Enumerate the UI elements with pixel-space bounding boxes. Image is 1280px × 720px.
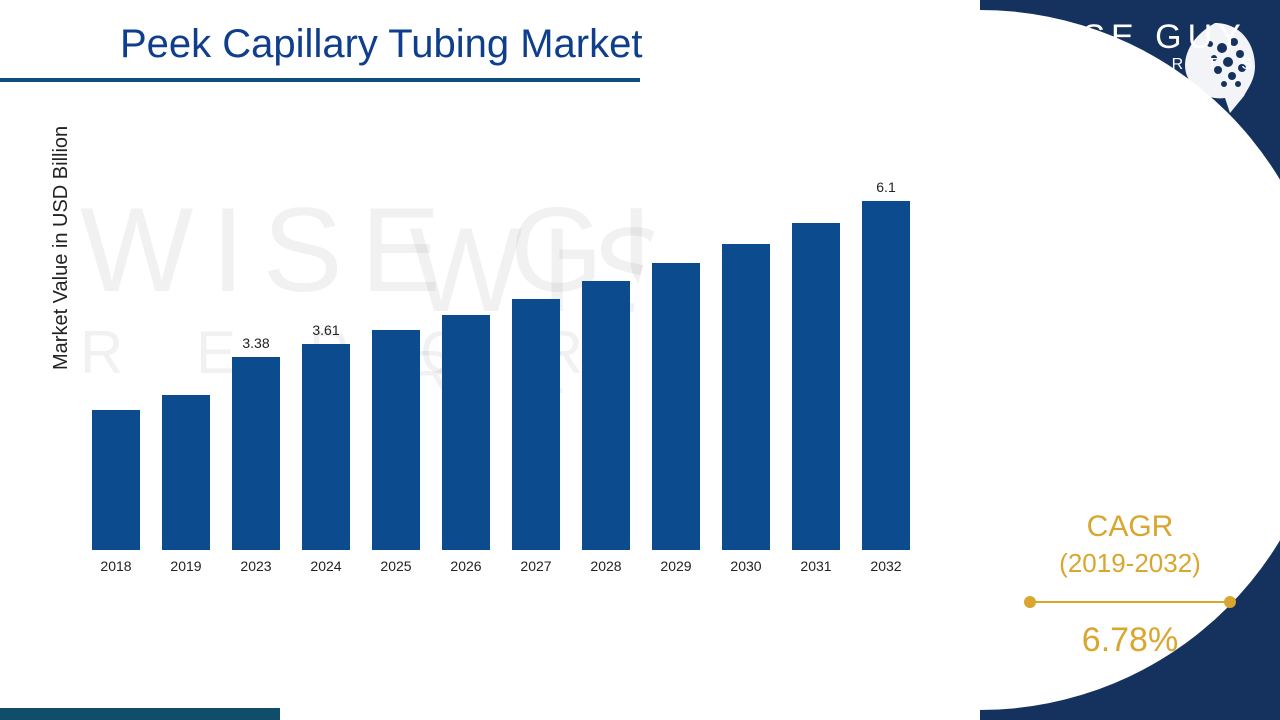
bar-value-label: 3.61 (296, 322, 356, 338)
x-category-label: 2031 (786, 558, 846, 574)
bar (372, 330, 420, 550)
cagr-divider (1030, 601, 1230, 603)
cagr-range: (2019-2032) (1010, 548, 1250, 579)
bar (722, 244, 770, 550)
chart-title: Peek Capillary Tubing Market (120, 22, 642, 67)
x-category-label: 2032 (856, 558, 916, 574)
chart-card: WISE GUY R E P O R T S WISE GUY R E P O … (0, 0, 1280, 720)
x-category-label: 2027 (506, 558, 566, 574)
brand-name: WISE GUY (1029, 20, 1262, 54)
cagr-value: 6.78% (1010, 621, 1250, 660)
bar-value-label: 6.1 (856, 179, 916, 195)
bar (652, 263, 700, 550)
x-category-label: 2030 (716, 558, 776, 574)
bar (92, 410, 140, 550)
footer-accent-bar (0, 708, 280, 720)
plot-area: 2018201920233.3820243.612025202620272028… (92, 150, 942, 550)
cagr-panel: CAGR (2019-2032) 6.78% (1010, 510, 1250, 660)
bar (862, 201, 910, 550)
bar (792, 223, 840, 550)
x-category-label: 2019 (156, 558, 216, 574)
title-underline (0, 78, 640, 82)
x-category-label: 2018 (86, 558, 146, 574)
bar (162, 395, 210, 550)
bar-value-label: 3.38 (226, 335, 286, 351)
x-category-label: 2024 (296, 558, 356, 574)
bar (302, 344, 350, 550)
x-category-label: 2023 (226, 558, 286, 574)
bar (442, 315, 490, 550)
x-category-label: 2026 (436, 558, 496, 574)
x-category-label: 2025 (366, 558, 426, 574)
bar-chart: Market Value in USD Billion 201820192023… (60, 150, 960, 590)
y-axis-label: Market Value in USD Billion (50, 126, 73, 370)
cagr-title: CAGR (1010, 510, 1250, 544)
bar (582, 281, 630, 550)
bar (512, 299, 560, 550)
brand-subtitle: R E P O R T S (1029, 56, 1262, 74)
x-category-label: 2028 (576, 558, 636, 574)
brand-logo: WISE GUY R E P O R T S (1029, 20, 1262, 74)
bar (232, 357, 280, 550)
x-category-label: 2029 (646, 558, 706, 574)
